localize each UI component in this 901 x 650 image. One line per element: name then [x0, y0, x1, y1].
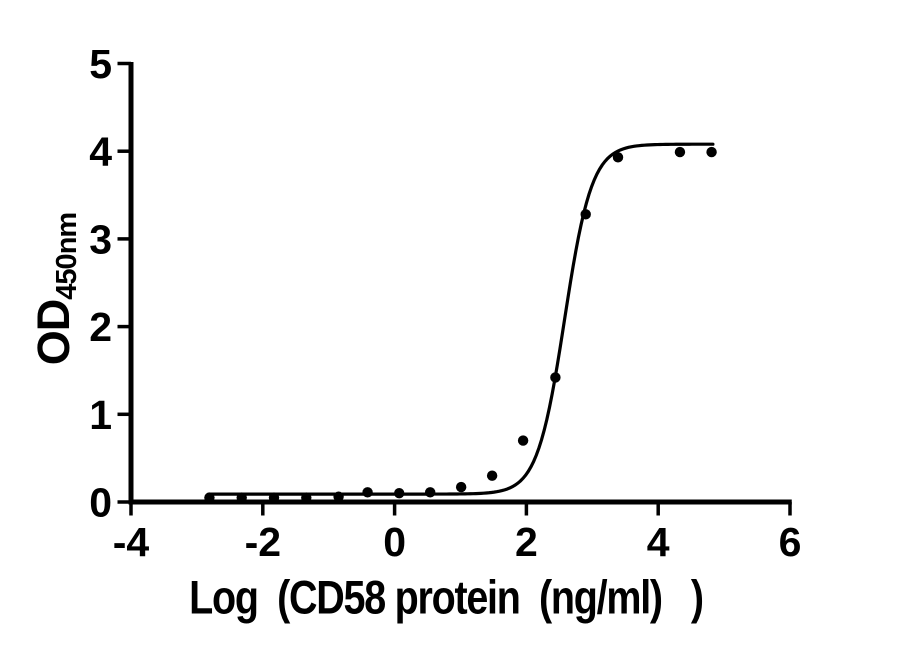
data-point [204, 492, 215, 503]
x-tick-label: 0 [383, 519, 406, 565]
x-tick-label: 2 [515, 519, 538, 565]
y-tick-label: 2 [89, 304, 112, 350]
data-point [550, 372, 561, 383]
x-tick-label: 6 [779, 519, 802, 565]
data-point [486, 470, 498, 481]
x-axis-title: Log (CD58 protein (ng/ml) ) [189, 570, 704, 624]
data-point [236, 492, 247, 503]
y-tick-label: 1 [89, 392, 112, 438]
data-point [674, 146, 686, 158]
y-tick-label: 0 [89, 480, 112, 526]
y-tick-label: 3 [89, 216, 112, 262]
data-point [268, 492, 280, 503]
y-axis-title-main: OD [28, 299, 79, 366]
data-point [394, 488, 405, 499]
data-point [517, 435, 529, 446]
x-tick-label: 4 [647, 519, 670, 565]
data-point [580, 209, 591, 220]
data-point [455, 481, 467, 493]
x-tick-label: -4 [113, 519, 150, 565]
y-axis-title: OD450nm [28, 212, 83, 366]
y-tick-label: 4 [89, 129, 112, 175]
data-point [424, 487, 436, 498]
data-point [362, 487, 373, 498]
y-tick-label: 5 [89, 41, 112, 87]
data-point [301, 492, 312, 503]
fit-curve [207, 142, 715, 496]
data-point [612, 152, 624, 163]
data-point [333, 491, 344, 502]
x-tick-label: -2 [245, 519, 281, 565]
data-point [706, 146, 717, 158]
y-axis-title-subscript: 450nm [51, 212, 83, 300]
